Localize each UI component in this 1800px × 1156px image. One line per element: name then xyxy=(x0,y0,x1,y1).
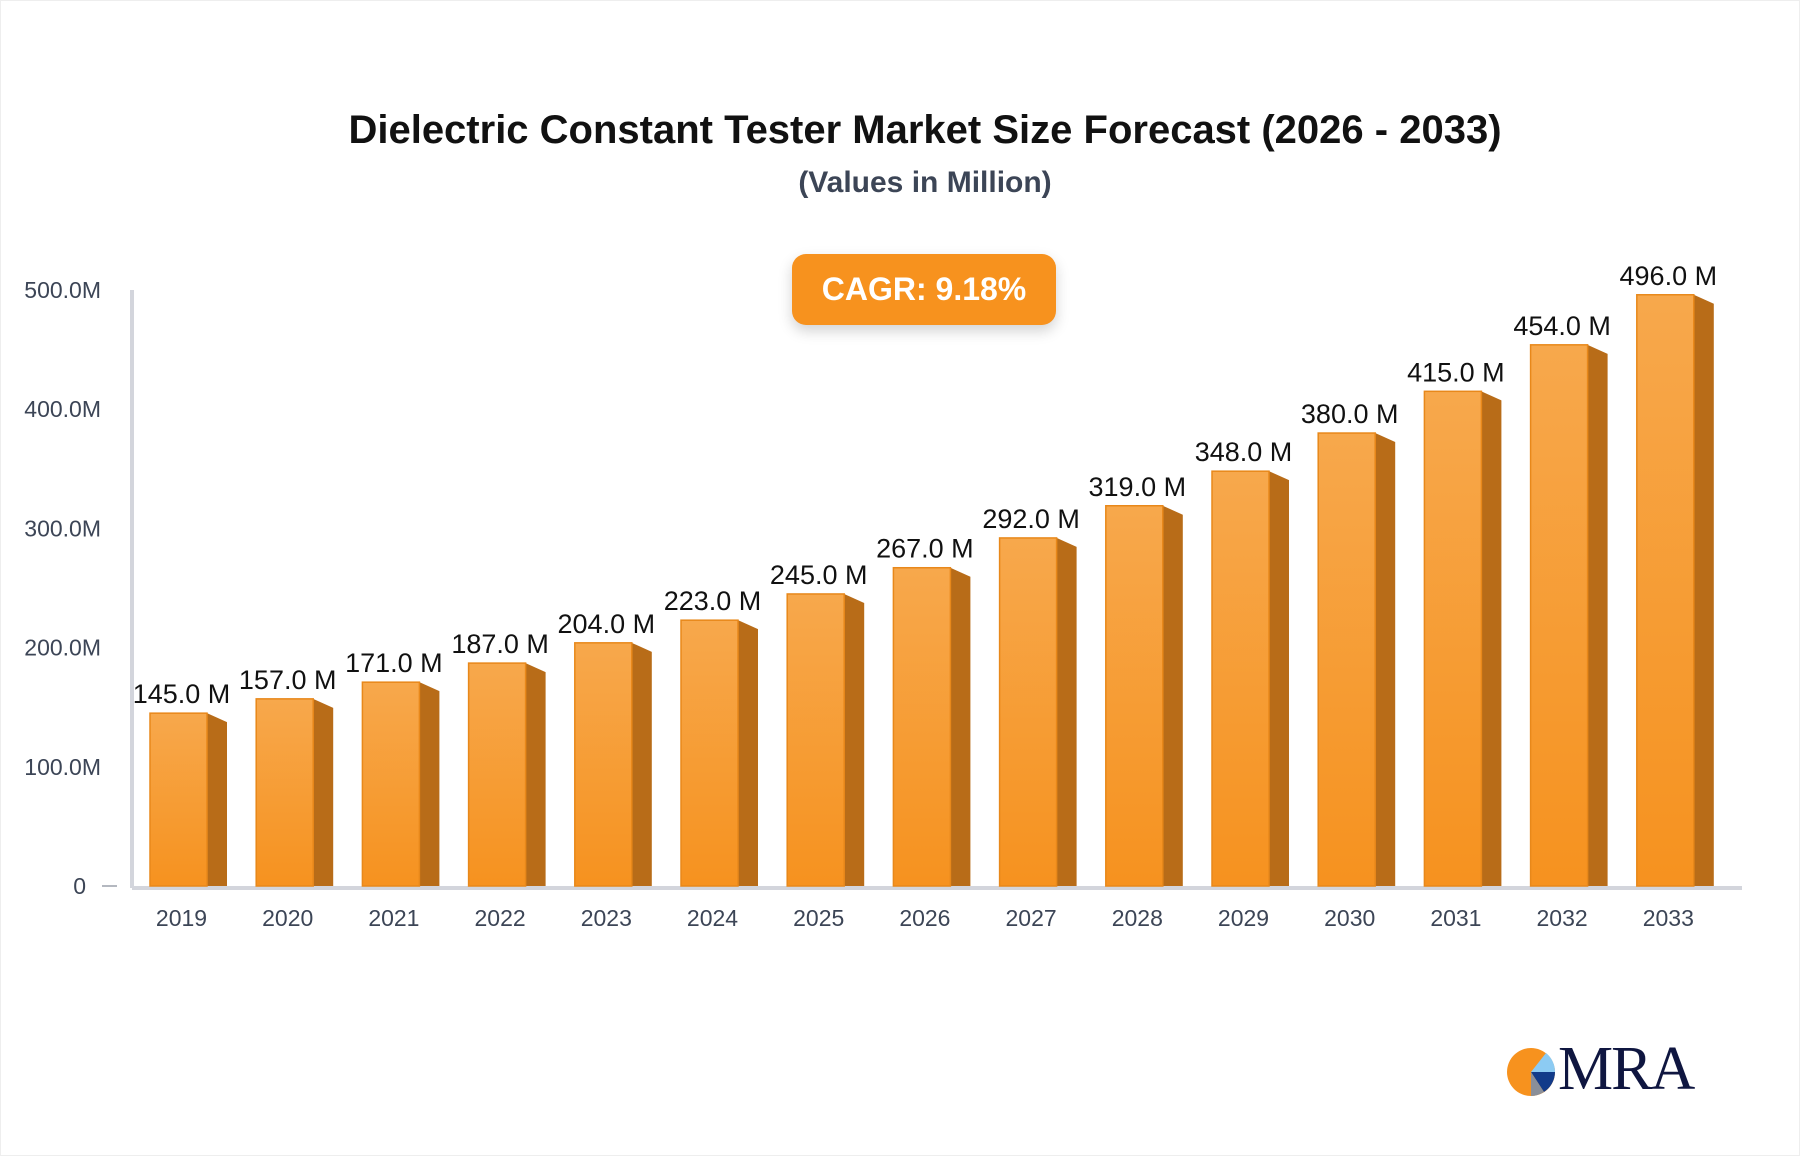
y-tick-label: 200.0M xyxy=(24,635,101,661)
bar xyxy=(1211,470,1270,887)
data-label: 496.0 M xyxy=(1620,261,1718,291)
x-tick-label: 2026 xyxy=(899,905,950,931)
bar-side xyxy=(844,593,865,886)
bar-group: 245.0 M 2025 xyxy=(770,560,868,931)
bar-side xyxy=(1481,391,1502,886)
x-tick-label: 2028 xyxy=(1112,905,1163,931)
x-tick-label: 2022 xyxy=(475,905,526,931)
chart-subtitle: (Values in Million) xyxy=(798,166,1052,199)
x-tick-label: 2027 xyxy=(1006,905,1057,931)
data-label: 145.0 M xyxy=(133,679,231,709)
y-tick-label: 500.0M xyxy=(24,277,101,303)
bar xyxy=(1529,344,1589,887)
bar-group: 187.0 M 2022 xyxy=(451,629,549,931)
data-label: 157.0 M xyxy=(239,665,337,695)
x-tick-label: 2024 xyxy=(687,905,738,931)
x-tick-label: 2025 xyxy=(793,905,844,931)
x-tick-label: 2031 xyxy=(1430,905,1481,931)
data-label: 415.0 M xyxy=(1407,357,1505,387)
x-tick-label: 2029 xyxy=(1218,905,1269,931)
bar-group: 380.0 M 2030 xyxy=(1301,399,1399,931)
bar-side xyxy=(419,682,440,886)
bar-group: 204.0 M 2023 xyxy=(558,609,656,931)
data-label: 171.0 M xyxy=(345,648,443,678)
bar-group: 348.0 M 2029 xyxy=(1195,437,1293,931)
data-label: 245.0 M xyxy=(770,560,868,590)
bar-side xyxy=(1269,471,1289,886)
bar-side xyxy=(525,663,546,886)
bar-group: 157.0 M 2020 xyxy=(239,665,337,931)
bar-side xyxy=(1056,537,1077,886)
data-label: 348.0 M xyxy=(1195,437,1293,467)
x-tick-label: 2023 xyxy=(581,905,632,931)
bar-side xyxy=(950,567,971,886)
bar xyxy=(255,698,314,887)
y-tick-label: 0 xyxy=(73,873,86,899)
x-tick-label: 2019 xyxy=(156,905,207,931)
data-label: 204.0 M xyxy=(558,609,656,639)
bar-group: 415.0 M 2031 xyxy=(1407,357,1505,931)
bar-side xyxy=(313,698,334,886)
bar-group: 145.0 M 2019 xyxy=(133,679,231,931)
mra-logo: MRA xyxy=(1506,1035,1706,1103)
bar xyxy=(1423,390,1483,887)
bar xyxy=(467,662,527,887)
bar-group: 223.0 M 2024 xyxy=(664,586,762,931)
x-tick-label: 2032 xyxy=(1537,905,1588,931)
bar xyxy=(574,642,633,887)
bar-group: 319.0 M 2028 xyxy=(1089,472,1187,931)
bar xyxy=(786,593,845,887)
bar-group: 496.0 M 2033 xyxy=(1620,261,1718,931)
bar xyxy=(680,619,739,887)
cagr-badge: CAGR: 9.18% xyxy=(792,254,1056,325)
bar xyxy=(1636,294,1695,887)
bar-side xyxy=(1693,294,1714,886)
y-tick-label: 300.0M xyxy=(24,515,101,541)
bar-group: 292.0 M 2027 xyxy=(982,504,1080,931)
bar xyxy=(149,712,208,887)
data-label: 454.0 M xyxy=(1513,311,1611,341)
x-tick-label: 2030 xyxy=(1324,905,1375,931)
logo-text: MRA xyxy=(1558,1035,1695,1103)
x-tick-label: 2020 xyxy=(262,905,313,931)
bar-group: 454.0 M 2032 xyxy=(1513,311,1611,931)
bar-side xyxy=(738,620,758,886)
data-label: 292.0 M xyxy=(982,504,1080,534)
bar-group: 171.0 M 2021 xyxy=(345,648,443,931)
bar-side xyxy=(1162,505,1183,886)
bar-side xyxy=(631,642,652,886)
bar xyxy=(892,566,952,887)
bar xyxy=(1317,432,1376,887)
bar xyxy=(998,537,1058,887)
bar xyxy=(361,681,421,887)
y-tick-label: 400.0M xyxy=(24,396,101,422)
x-tick-label: 2033 xyxy=(1643,905,1694,931)
data-label: 319.0 M xyxy=(1089,472,1187,502)
y-tick-label: 100.0M xyxy=(24,754,101,780)
x-tick-label: 2021 xyxy=(368,905,419,931)
bar xyxy=(1105,505,1164,887)
data-label: 380.0 M xyxy=(1301,399,1399,429)
bar-group: 267.0 M 2026 xyxy=(876,534,974,931)
bar-side xyxy=(207,713,227,886)
data-label: 223.0 M xyxy=(664,586,762,616)
chart-title: Dielectric Constant Tester Market Size F… xyxy=(348,108,1502,152)
data-label: 187.0 M xyxy=(451,629,549,659)
bar-side xyxy=(1375,433,1396,886)
bar-side xyxy=(1587,344,1608,886)
data-label: 267.0 M xyxy=(876,534,974,564)
pie-logo-icon xyxy=(1507,1048,1556,1096)
